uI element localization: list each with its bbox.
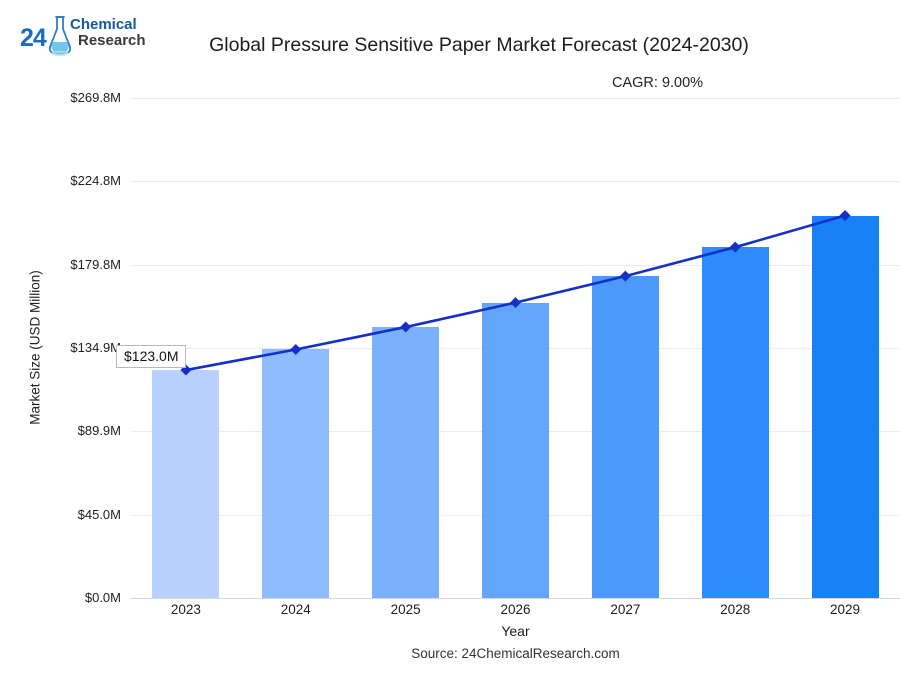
x-axis-tick-label: 2027: [610, 602, 641, 617]
plot-area: [131, 98, 900, 599]
gridline: [131, 264, 900, 266]
y-axis-tick-label: $134.9M: [70, 340, 121, 355]
x-axis-tick-label: 2025: [390, 602, 421, 617]
bar-2028[interactable]: [701, 247, 769, 598]
source-note: Source: 24ChemicalResearch.com: [411, 646, 620, 661]
x-axis-tick-label: 2029: [830, 602, 861, 617]
x-axis-tick-label: 2028: [720, 602, 751, 617]
y-axis-tick-label: $269.8M: [70, 90, 121, 105]
gridline: [131, 181, 900, 183]
data-label-tooltip: $123.0M: [116, 345, 187, 368]
y-axis-tick-label: $89.9M: [77, 423, 121, 439]
y-axis-tick-label: $224.8M: [70, 173, 121, 189]
flask-icon: [48, 15, 72, 62]
brand-logo: 24 Chemical Research: [18, 14, 146, 58]
bar-2023[interactable]: [152, 370, 220, 598]
bar-2029[interactable]: [811, 215, 879, 598]
x-axis-tick-label: 2023: [170, 602, 201, 617]
y-axis-tick-label: $45.0M: [77, 506, 121, 522]
logo-24-text: 24: [20, 24, 47, 52]
y-axis-ticks: $269.8M $224.8M $179.8M $134.9M $89.9M $45.0M…: [11, 90, 121, 605]
bar-2027[interactable]: [591, 276, 659, 598]
bar-2024[interactable]: [262, 349, 330, 598]
chart-title: Global Pressure Sensitive Paper Market F…: [209, 34, 749, 56]
gridline: [131, 98, 900, 99]
x-axis-tick-label: 2026: [500, 602, 531, 617]
bar-2026[interactable]: [482, 302, 549, 598]
bar-2025[interactable]: [372, 327, 440, 598]
x-axis-ticks: 2023 2024 2025 2026 2027 2028 2029: [131, 602, 900, 628]
y-axis-tick-label: $0.0M: [84, 590, 121, 605]
x-axis-title: Year: [501, 623, 530, 639]
logo-research-text: Research: [78, 32, 146, 49]
x-axis-tick-label: 2024: [280, 602, 311, 617]
cagr-annotation: CAGR: 9.00%: [612, 75, 704, 91]
x-axis-line: [131, 598, 900, 599]
logo-chemical-text: Chemical: [70, 16, 137, 33]
y-axis-tick-label: $179.8M: [70, 256, 121, 272]
